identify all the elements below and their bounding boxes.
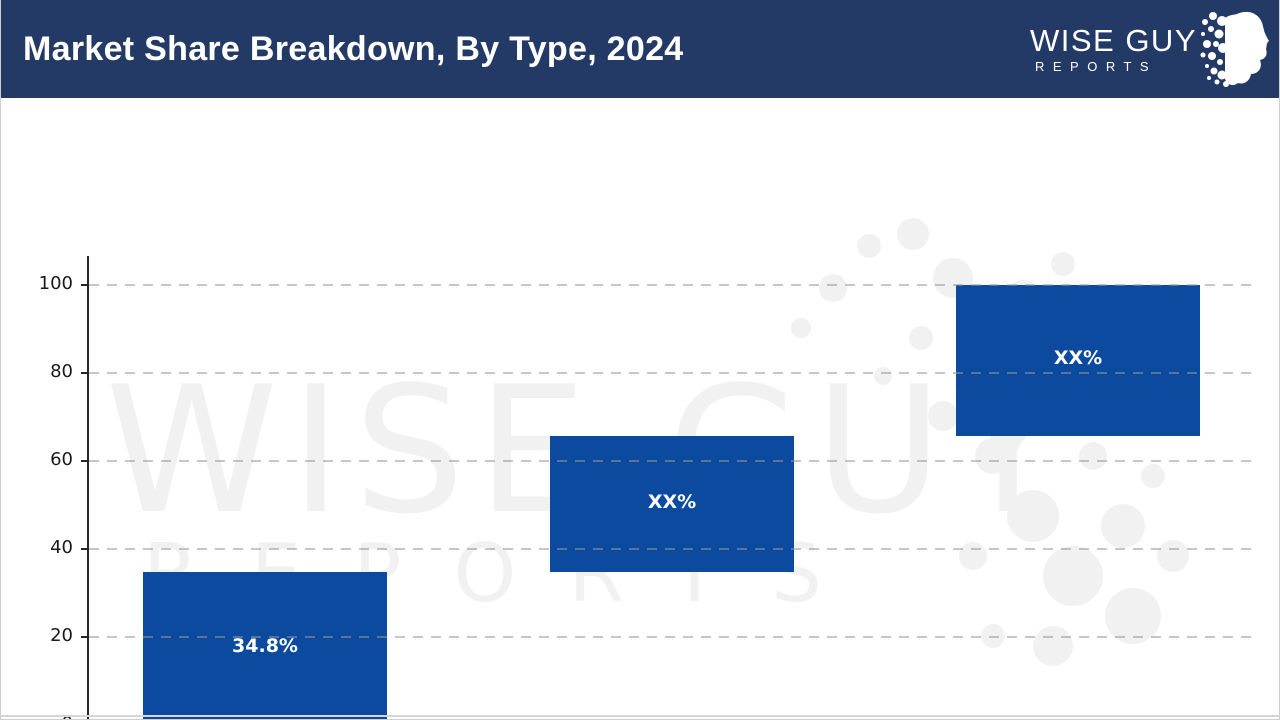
gridline [89,636,1254,638]
plot: 02040608010034.8%Portable USB PowerMeter… [1,98,1279,719]
y-axis-tick [81,372,89,374]
watermark-dots-icon [791,218,1189,666]
logo-wordmark-line1: WISE GUY [1029,23,1197,58]
y-tick-label: 80 [50,361,73,382]
y-axis-tick [81,284,89,286]
bar [143,571,387,719]
page-title: Market Share Breakdown, By Type, 2024 [23,29,684,68]
chart-area: WISE GUY REPORTS 02040608010034.8%Portab… [1,98,1279,719]
gridline [89,548,1254,550]
y-tick-label: 40 [50,537,73,558]
wiseguy-logo: WISE GUY REPORTS [1030,8,1269,90]
y-tick-label: 20 [50,625,73,646]
bar-value-label: XX% [647,490,697,513]
logo-face-icon [1200,11,1269,87]
gridline [89,460,1254,462]
gridline [89,284,1254,286]
logo-wordmark: WISE GUY REPORTS [1030,25,1197,73]
y-axis-tick [81,548,89,550]
bar-value-label: 34.8% [232,635,298,658]
bottom-divider [1,715,1279,717]
y-axis-tick [81,460,89,462]
y-axis-line [87,256,89,719]
gridline [89,372,1254,374]
y-tick-label: 100 [38,273,73,294]
y-tick-label: 60 [50,449,73,470]
bar [956,285,1200,436]
y-axis-tick [81,636,89,638]
bar-value-label: XX% [1053,347,1103,370]
logo-wordmark-line2: REPORTS [1034,59,1158,74]
header-bar: Market Share Breakdown, By Type, 2024 WI… [1,0,1279,98]
